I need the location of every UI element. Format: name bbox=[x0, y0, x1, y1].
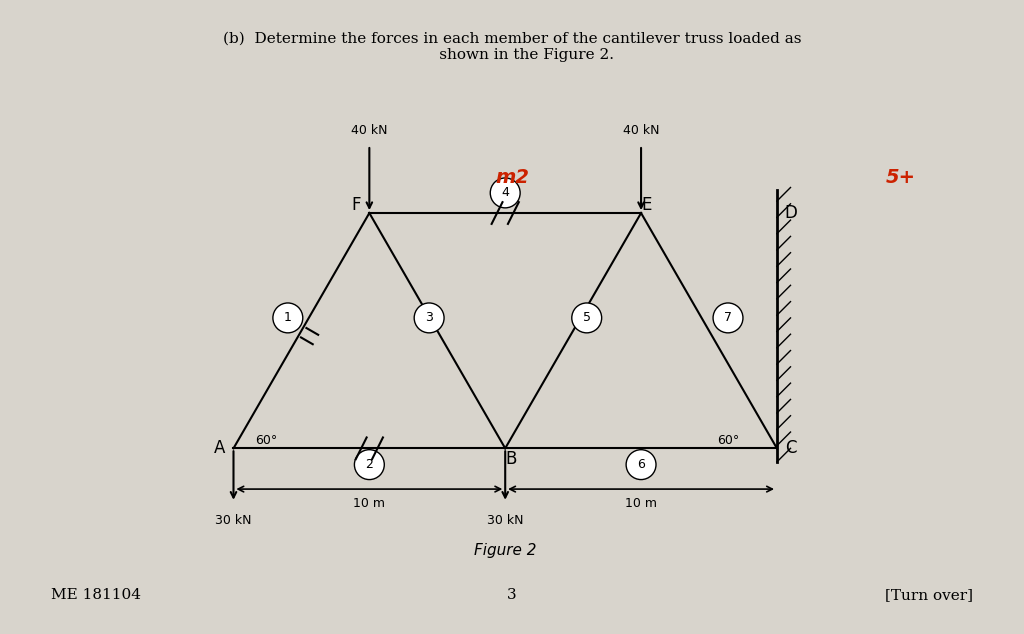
Text: 40 kN: 40 kN bbox=[351, 124, 388, 137]
Text: 7: 7 bbox=[724, 311, 732, 325]
Text: 60°: 60° bbox=[255, 434, 278, 447]
Text: D: D bbox=[784, 204, 797, 222]
Text: 3: 3 bbox=[507, 588, 517, 602]
Text: 5+: 5+ bbox=[886, 168, 916, 187]
Text: 30 kN: 30 kN bbox=[487, 514, 523, 527]
Text: 6: 6 bbox=[637, 458, 645, 471]
Text: ME 181104: ME 181104 bbox=[51, 588, 141, 602]
Text: E: E bbox=[641, 196, 651, 214]
Text: [Turn over]: [Turn over] bbox=[885, 588, 973, 602]
Circle shape bbox=[414, 303, 444, 333]
Text: m2: m2 bbox=[495, 168, 529, 187]
Text: 1: 1 bbox=[284, 311, 292, 325]
Circle shape bbox=[354, 450, 384, 479]
Text: 5: 5 bbox=[583, 311, 591, 325]
Text: 2: 2 bbox=[366, 458, 374, 471]
Circle shape bbox=[571, 303, 602, 333]
Text: 4: 4 bbox=[502, 186, 509, 200]
Text: 30 kN: 30 kN bbox=[215, 514, 252, 527]
Text: 10 m: 10 m bbox=[625, 497, 657, 510]
Text: (b)  Determine the forces in each member of the cantilever truss loaded as
     : (b) Determine the forces in each member … bbox=[223, 32, 801, 62]
Text: 60°: 60° bbox=[717, 434, 739, 447]
Text: F: F bbox=[351, 196, 360, 214]
Circle shape bbox=[490, 178, 520, 208]
Circle shape bbox=[626, 450, 656, 479]
Text: 3: 3 bbox=[425, 311, 433, 325]
Text: 10 m: 10 m bbox=[353, 497, 385, 510]
Text: B: B bbox=[505, 450, 516, 468]
Text: Figure 2: Figure 2 bbox=[474, 543, 537, 559]
Circle shape bbox=[272, 303, 303, 333]
Text: A: A bbox=[214, 439, 225, 457]
Text: C: C bbox=[784, 439, 797, 457]
Circle shape bbox=[713, 303, 743, 333]
Text: 40 kN: 40 kN bbox=[623, 124, 659, 137]
